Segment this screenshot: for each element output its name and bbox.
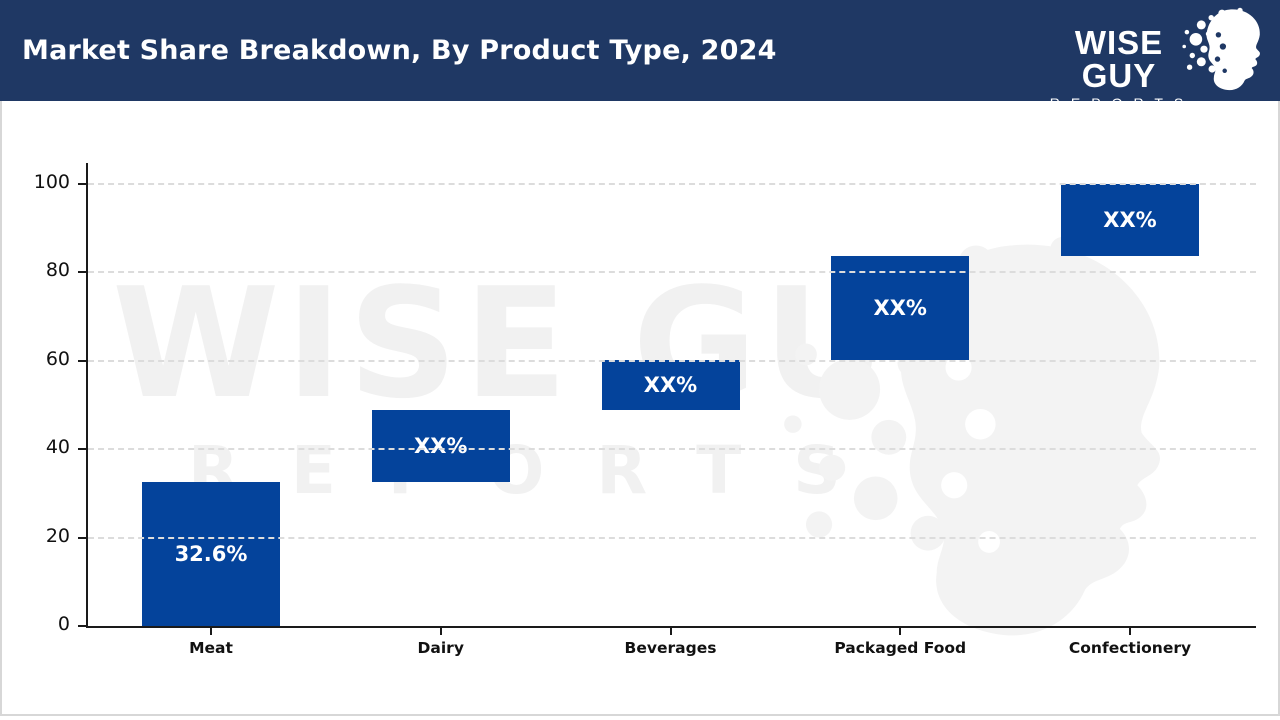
y-axis-tick <box>78 625 87 627</box>
x-axis-label: Confectionery <box>1068 639 1192 657</box>
y-axis-tick-label: 80 <box>45 259 70 282</box>
bar-packaged-food: XX% <box>831 256 970 361</box>
bar-value-label: XX% <box>643 373 698 398</box>
bar-meat: 32.6% <box>142 481 280 626</box>
y-axis-tick <box>78 359 87 362</box>
y-gridline <box>88 271 1256 274</box>
x-axis-tick <box>439 628 442 635</box>
y-axis-line <box>86 163 88 628</box>
y-axis-tick-label: 60 <box>45 347 70 370</box>
y-axis-tick-label: 100 <box>33 171 70 193</box>
y-axis-tick-label: 0 <box>57 613 70 635</box>
bar-value-label: XX% <box>873 296 927 321</box>
x-axis-label: Meat <box>189 639 233 657</box>
y-axis-tick <box>78 448 87 451</box>
chart-area: WISE GUY REPORTS 32.6% Meat XX% Dairy XX% Bev <box>0 101 1280 720</box>
x-axis-tick <box>669 628 672 635</box>
canvas-border-bottom <box>0 714 1280 716</box>
bar-value-label: XX% <box>414 433 468 458</box>
bar-dairy: XX% <box>371 409 510 482</box>
page-title: Market Share Breakdown, By Product Type,… <box>22 35 777 66</box>
dotted-head-icon <box>1182 7 1260 91</box>
canvas-border-left <box>0 101 2 715</box>
x-axis-label: Dairy <box>417 639 464 657</box>
x-axis-line <box>86 626 1256 628</box>
bar-value-label: 32.6% <box>174 541 248 566</box>
y-axis-tick-label: 20 <box>45 524 70 547</box>
bar-value-label: XX% <box>1103 208 1157 233</box>
y-axis-tick <box>78 183 87 185</box>
canvas-border-right <box>1278 101 1280 715</box>
header-bar: Market Share Breakdown, By Product Type,… <box>0 0 1280 111</box>
logo-wordmark: WISE GUY <box>1074 24 1164 94</box>
x-axis-label: Packaged Food <box>834 639 967 657</box>
y-gridline <box>88 448 1256 451</box>
x-axis-tick <box>210 628 212 635</box>
y-axis-tick <box>78 536 87 539</box>
y-axis-tick-label: 40 <box>45 436 70 459</box>
watermark-head-icon <box>784 236 1160 636</box>
y-gridline <box>88 359 1256 362</box>
x-axis-tick <box>899 628 902 635</box>
y-gridline <box>88 536 1256 539</box>
bar-beverages: XX% <box>601 360 740 410</box>
bar-confectionery: XX% <box>1061 184 1199 257</box>
x-axis-label: Beverages <box>624 639 717 657</box>
y-axis-tick <box>78 271 87 274</box>
y-gridline <box>88 183 1256 185</box>
x-axis-tick <box>1129 628 1131 635</box>
